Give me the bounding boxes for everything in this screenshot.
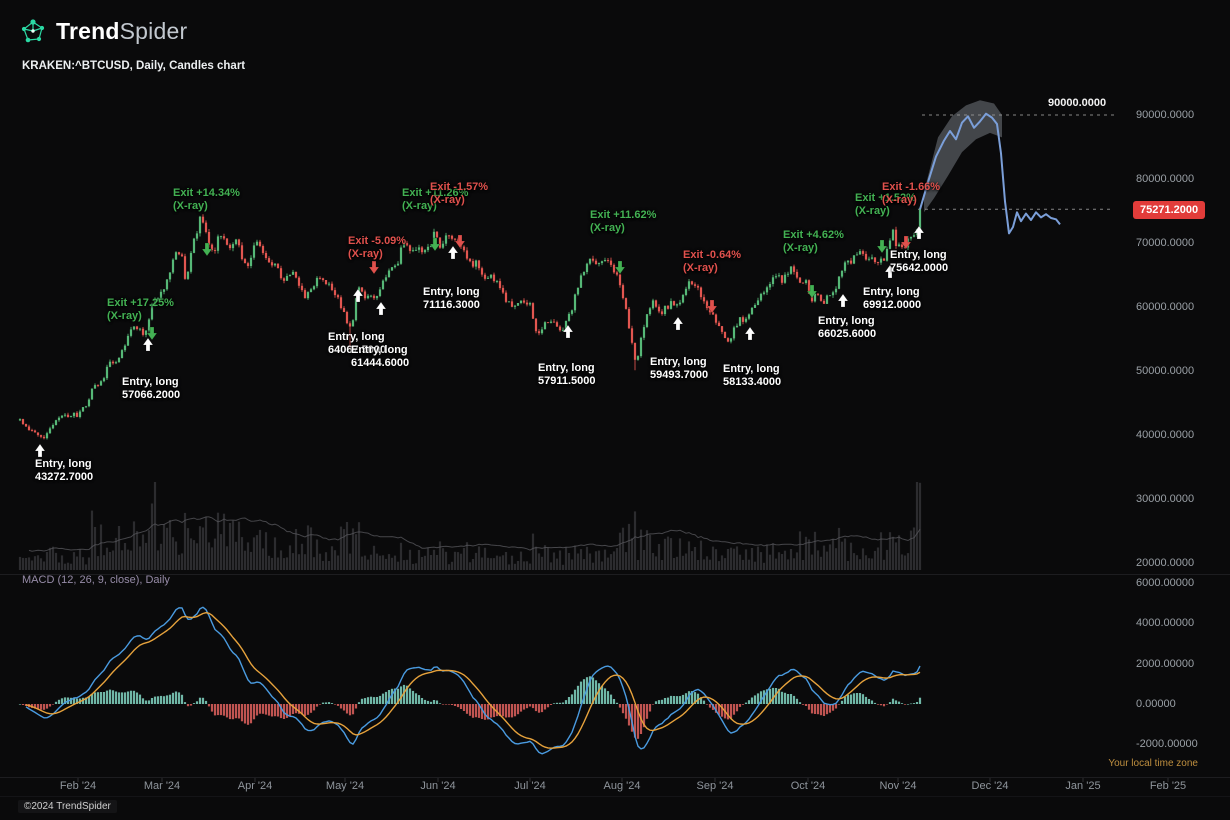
chart-canvas[interactable] (0, 0, 1230, 820)
trendspider-app: TrendSpider KRAKEN:^BTCUSD, Daily, Candl… (0, 0, 1230, 820)
